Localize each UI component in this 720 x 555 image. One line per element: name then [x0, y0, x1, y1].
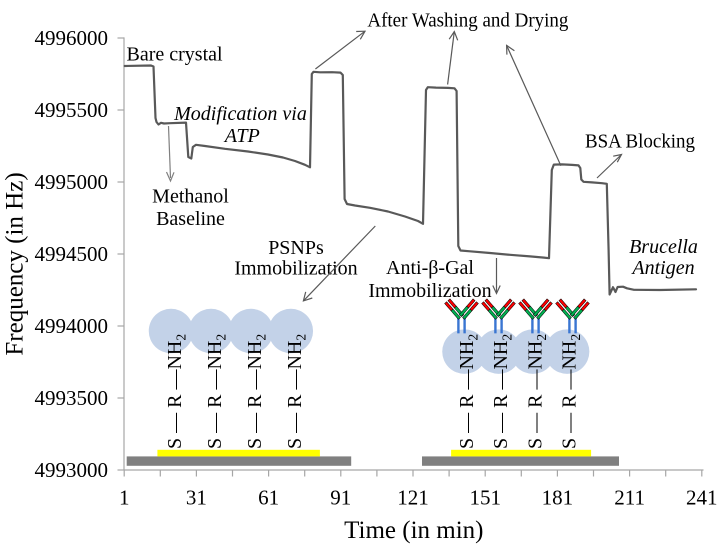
svg-text:After Washing and Drying: After Washing and Drying: [367, 10, 568, 32]
svg-text:31: 31: [186, 485, 207, 509]
svg-text:S — R —NH2: S — R —NH2: [456, 334, 481, 449]
svg-text:Bare crystal: Bare crystal: [127, 44, 224, 66]
svg-text:Anti-β-Gal: Anti-β-Gal: [386, 257, 474, 279]
svg-text:Baseline: Baseline: [156, 208, 225, 230]
svg-text:181: 181: [542, 485, 574, 509]
svg-text:S — R —NH2: S — R —NH2: [164, 334, 189, 449]
svg-text:Methanol: Methanol: [152, 186, 229, 208]
svg-text:1: 1: [119, 485, 130, 509]
svg-text:S — R —NH2: S — R —NH2: [284, 334, 309, 449]
svg-text:Brucella: Brucella: [629, 236, 698, 258]
svg-text:4995000: 4995000: [35, 170, 109, 194]
svg-text:4993000: 4993000: [35, 458, 109, 482]
svg-text:S — R —NH2: S — R —NH2: [490, 334, 515, 449]
svg-text:BSA Blocking: BSA Blocking: [585, 131, 695, 153]
svg-text:4996000: 4996000: [35, 26, 109, 50]
svg-text:Immobilization: Immobilization: [368, 280, 491, 302]
svg-text:S — R —NH2: S — R —NH2: [524, 334, 549, 449]
svg-text:4995500: 4995500: [35, 98, 109, 122]
svg-text:S — R —NH2: S — R —NH2: [244, 334, 269, 449]
svg-text:ATP: ATP: [223, 125, 260, 147]
svg-text:241: 241: [686, 485, 718, 509]
svg-text:4993500: 4993500: [35, 386, 109, 410]
svg-text:61: 61: [258, 485, 279, 509]
svg-text:91: 91: [330, 485, 351, 509]
svg-text:Modification via: Modification via: [173, 103, 307, 125]
svg-text:4994500: 4994500: [35, 242, 109, 266]
svg-text:S — R —NH2: S — R —NH2: [559, 334, 584, 449]
svg-text:4994000: 4994000: [35, 314, 109, 338]
svg-text:Immobilization: Immobilization: [234, 258, 357, 280]
svg-text:151: 151: [469, 485, 501, 509]
svg-text:121: 121: [397, 485, 429, 509]
svg-text:211: 211: [614, 485, 645, 509]
svg-text:Antigen: Antigen: [630, 257, 694, 279]
svg-text:Frequency (in Hz): Frequency (in Hz): [2, 172, 29, 355]
svg-text:S — R —NH2: S — R —NH2: [204, 334, 229, 449]
svg-text:Time (in min): Time (in min): [344, 517, 483, 544]
svg-text:PSNPs: PSNPs: [268, 237, 324, 259]
